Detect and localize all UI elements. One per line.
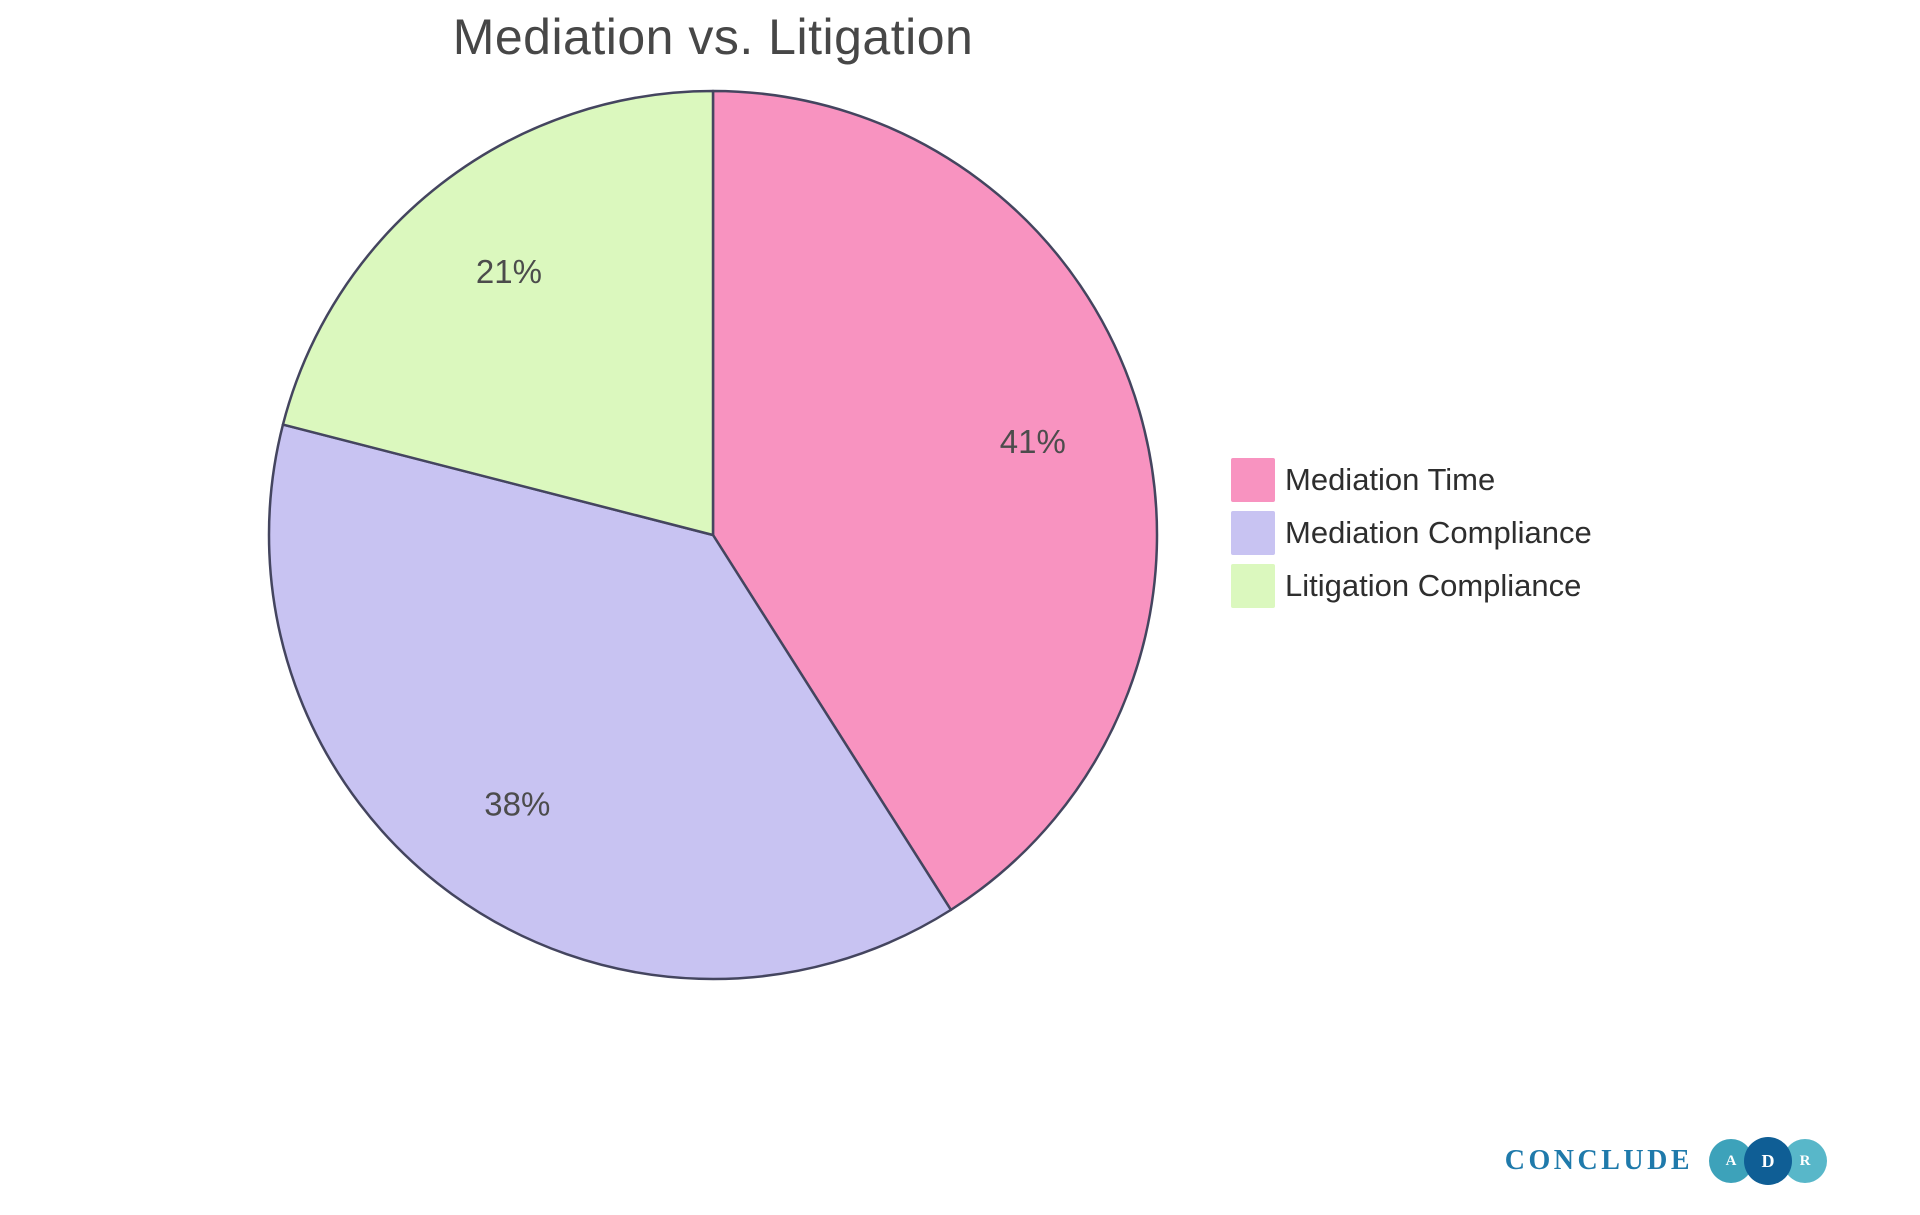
pie-slice-0[interactable] xyxy=(711,89,1159,912)
pie-slice-2[interactable] xyxy=(281,89,715,537)
legend-swatch xyxy=(1231,564,1275,608)
legend: Mediation Time Mediation Compliance Litiga… xyxy=(1231,458,1592,608)
legend-swatch xyxy=(1231,458,1275,502)
legend-label: Mediation Time xyxy=(1285,462,1496,497)
legend-label: Mediation Compliance xyxy=(1285,515,1592,550)
legend-item-2[interactable]: Litigation Compliance xyxy=(1231,564,1592,608)
pie-slice-label-1: 38% xyxy=(484,785,550,822)
pie-slice-label-0: 41% xyxy=(1000,423,1066,460)
chart-title: Mediation vs. Litigation xyxy=(452,9,974,65)
pie-slice-1[interactable] xyxy=(267,423,953,981)
legend-item-0[interactable]: Mediation Time xyxy=(1231,458,1592,502)
pie-slice-label-2: 21% xyxy=(476,253,542,290)
legend-label: Litigation Compliance xyxy=(1285,568,1582,603)
legend-item-1[interactable]: Mediation Compliance xyxy=(1231,511,1592,555)
pie-chart: 41% 38% 21% xyxy=(267,89,1159,981)
legend-swatch xyxy=(1231,511,1275,555)
logo-badge-d: D xyxy=(1744,1137,1792,1185)
logo-wordmark: CONCLUDE xyxy=(1504,1145,1693,1176)
